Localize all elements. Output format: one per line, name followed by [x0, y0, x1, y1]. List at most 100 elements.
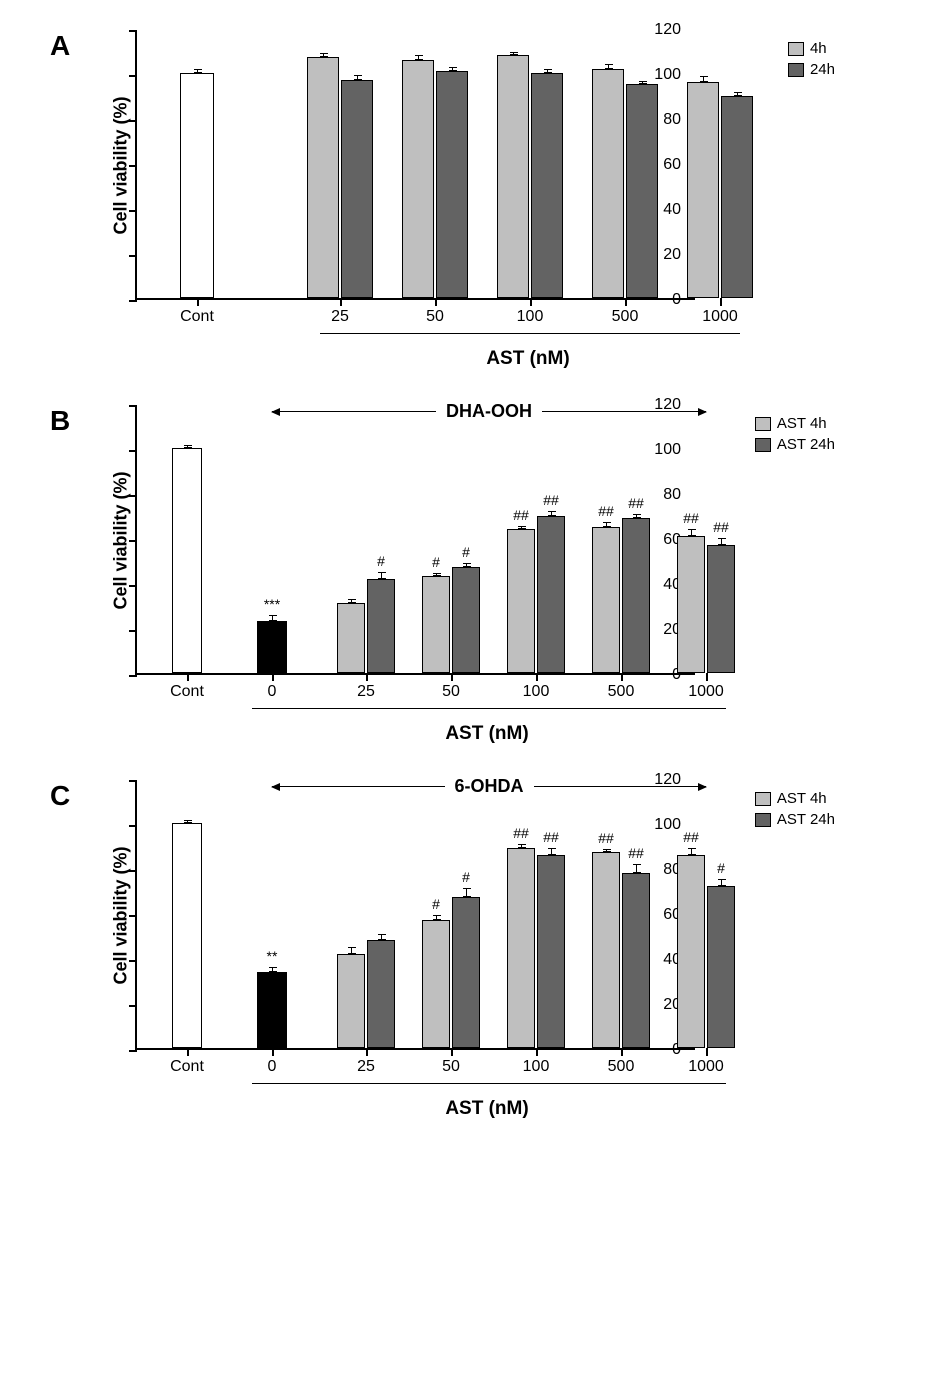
bar [626, 84, 658, 298]
error-bar [197, 69, 198, 74]
y-tick [129, 630, 137, 632]
error-bar [381, 572, 382, 579]
bar [452, 567, 480, 673]
bar [537, 855, 565, 1049]
legend-label: AST 24h [777, 811, 835, 828]
significance-marker: # [717, 860, 725, 876]
error-bar [551, 848, 552, 855]
x-tick [706, 1048, 708, 1056]
bar [402, 60, 434, 299]
y-tick-label: 100 [654, 816, 681, 834]
error-bar [691, 848, 692, 855]
y-tick-label: 60 [663, 156, 681, 174]
bar [422, 920, 450, 1048]
significance-marker: ## [543, 829, 559, 845]
x-tick [536, 673, 538, 681]
legend-item: 4h [788, 40, 835, 57]
error-bar [721, 538, 722, 545]
error-bar [703, 76, 704, 82]
plot: 020406080100120Cell viability (%)DHA-OOH… [135, 405, 695, 675]
x-tick-label: 500 [608, 683, 635, 701]
significance-marker: ## [598, 830, 614, 846]
legend-item: AST 24h [755, 436, 835, 453]
legend-item: AST 4h [755, 790, 835, 807]
significance-marker: ## [683, 510, 699, 526]
arrow-left [272, 411, 436, 412]
legend-item: AST 24h [755, 811, 835, 828]
bar [337, 954, 365, 1049]
significance-marker: ## [513, 507, 529, 523]
significance-marker: ## [628, 845, 644, 861]
error-bar [513, 52, 514, 55]
bar [257, 621, 287, 673]
bar [367, 579, 395, 674]
error-bar [606, 849, 607, 852]
significance-marker: ## [513, 825, 529, 841]
chart-area: 4h24h020406080100120Cell viability (%)Co… [135, 30, 695, 370]
error-bar [547, 69, 548, 74]
panel-letter: B [50, 405, 70, 437]
bar [721, 96, 753, 299]
error-bar [187, 820, 188, 823]
y-tick-label: 0 [672, 291, 681, 309]
x-tick-label: 50 [442, 1058, 460, 1076]
x-tick-label: 50 [426, 308, 444, 326]
bar [367, 940, 395, 1048]
x-tick-label: 500 [612, 308, 639, 326]
significance-marker: ## [713, 519, 729, 535]
significance-marker: ## [543, 492, 559, 508]
significance-marker: # [462, 544, 470, 560]
bar [537, 516, 565, 674]
x-range-underline [320, 333, 740, 334]
significance-marker: *** [264, 596, 280, 612]
treatment-arrow: 6-OHDA [272, 776, 706, 797]
x-axis-title: AST (nM) [230, 723, 744, 745]
arrow-right [542, 411, 706, 412]
y-axis-title: Cell viability (%) [111, 96, 132, 234]
error-bar [608, 64, 609, 69]
chart-area: AST 4hAST 24h020406080100120Cell viabili… [135, 405, 695, 745]
x-tick [706, 673, 708, 681]
legend: AST 4h AST 24h [755, 415, 835, 457]
x-tick-label: 25 [331, 308, 349, 326]
panel-C: CAST 4hAST 24h020406080100120Cell viabil… [15, 780, 892, 1120]
error-bar [351, 599, 352, 604]
x-tick-label: 50 [442, 683, 460, 701]
y-tick-label: 40 [663, 201, 681, 219]
legend-label: AST 4h [777, 415, 827, 432]
bar [452, 897, 480, 1048]
legend-swatch [788, 63, 804, 77]
y-tick [129, 450, 137, 452]
x-tick [536, 1048, 538, 1056]
error-bar [351, 947, 352, 954]
legend-swatch [788, 42, 804, 56]
significance-marker: # [432, 896, 440, 912]
bar [592, 852, 620, 1048]
legend: 4h24h [788, 40, 835, 82]
error-bar [323, 53, 324, 58]
error-bar [436, 915, 437, 920]
error-bar [636, 514, 637, 517]
y-tick [129, 1050, 137, 1052]
y-tick [129, 30, 137, 32]
y-axis-title: Cell viability (%) [111, 846, 132, 984]
x-tick [435, 298, 437, 306]
panel-letter: A [50, 30, 70, 62]
arrow-left [272, 786, 445, 787]
x-tick-label: 0 [268, 1058, 277, 1076]
legend-item: AST 4h [755, 415, 835, 432]
plot: 020406080100120Cell viability (%)Cont255… [135, 30, 695, 300]
y-tick-label: 120 [654, 21, 681, 39]
legend-swatch [755, 792, 771, 806]
bar [707, 545, 735, 673]
x-tick-label: 25 [357, 1058, 375, 1076]
legend: AST 4h AST 24h [755, 790, 835, 832]
y-axis-title: Cell viability (%) [111, 471, 132, 609]
x-tick-label: 500 [608, 1058, 635, 1076]
bar [422, 576, 450, 673]
error-bar [466, 888, 467, 897]
bar [707, 886, 735, 1048]
legend-swatch [755, 438, 771, 452]
significance-marker: ## [683, 829, 699, 845]
error-bar [381, 934, 382, 940]
